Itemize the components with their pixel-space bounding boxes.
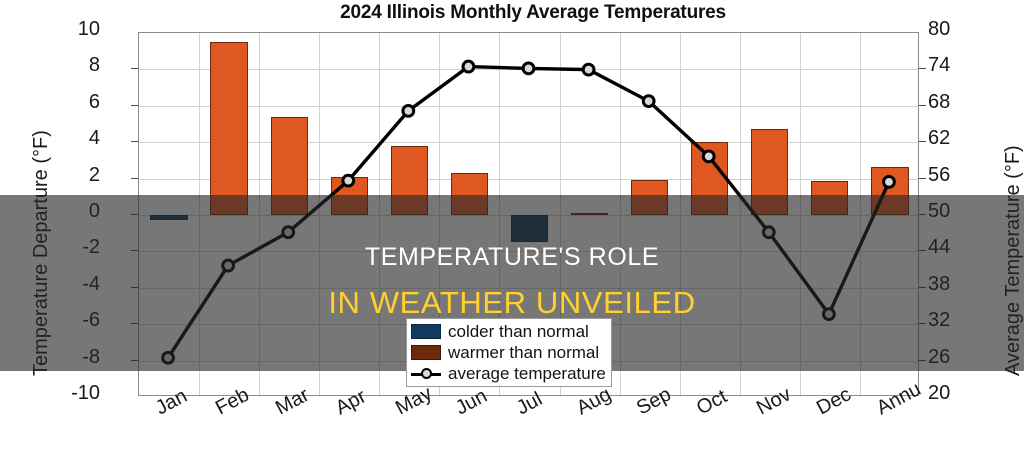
legend-swatch-warmer-icon xyxy=(411,345,441,360)
y-tick-mark-left xyxy=(131,68,138,70)
overlay-caption-line1: TEMPERATURE'S ROLE xyxy=(364,243,660,271)
data-point-annu xyxy=(882,174,896,189)
legend-item-colder: colder than normal xyxy=(411,321,606,342)
y-tick-mark-left xyxy=(131,177,138,179)
y-tick-label-right: 62 xyxy=(928,127,951,150)
y-tick-label-left: 6 xyxy=(88,90,100,113)
legend-item-warmer: warmer than normal xyxy=(411,342,606,363)
y-tick-mark-left xyxy=(131,104,138,106)
legend-label-warmer: warmer than normal xyxy=(448,342,600,362)
legend-swatch-colder-icon xyxy=(411,324,441,339)
bar-feb xyxy=(210,42,248,215)
chart-title: 2024 Illinois Monthly Average Temperatur… xyxy=(340,2,726,23)
gridline-horizontal xyxy=(139,105,918,107)
data-point-jul xyxy=(521,61,536,76)
y-tick-mark-right xyxy=(919,141,926,143)
y-tick-mark-right xyxy=(919,68,926,70)
legend-swatch-average-icon xyxy=(411,366,441,381)
y-tick-label-left: 2 xyxy=(88,163,100,186)
gridline-horizontal xyxy=(139,178,918,180)
y-tick-label-left: -10 xyxy=(71,382,100,404)
data-point-apr xyxy=(341,173,356,188)
data-point-jun xyxy=(461,59,476,74)
y-tick-label-right: 56 xyxy=(928,163,951,186)
y-tick-mark-right xyxy=(919,177,926,179)
gridline-horizontal xyxy=(139,142,918,144)
legend-item-average: average temperature xyxy=(411,363,606,384)
overlay-caption-line2: IN WEATHER UNVEILED xyxy=(328,285,696,320)
y-tick-mark-right xyxy=(919,104,926,106)
y-tick-label-right: 80 xyxy=(928,18,951,40)
legend-label-average: average temperature xyxy=(448,363,606,383)
y-tick-mark-left xyxy=(131,141,138,143)
y-tick-label-right: 74 xyxy=(928,54,951,77)
data-point-aug xyxy=(581,62,596,77)
y-tick-label-left: 4 xyxy=(88,127,100,150)
chart-legend: colder than normal warmer than normal av… xyxy=(406,318,612,387)
y-tick-label-right: 20 xyxy=(928,382,951,404)
y-tick-label-left: 8 xyxy=(88,54,100,77)
y-tick-label-right: 68 xyxy=(928,90,951,113)
data-point-may xyxy=(401,103,416,118)
legend-label-colder: colder than normal xyxy=(448,321,589,341)
data-point-sep xyxy=(641,94,656,109)
y-tick-label-left: 10 xyxy=(77,18,100,40)
data-point-oct xyxy=(701,149,716,164)
